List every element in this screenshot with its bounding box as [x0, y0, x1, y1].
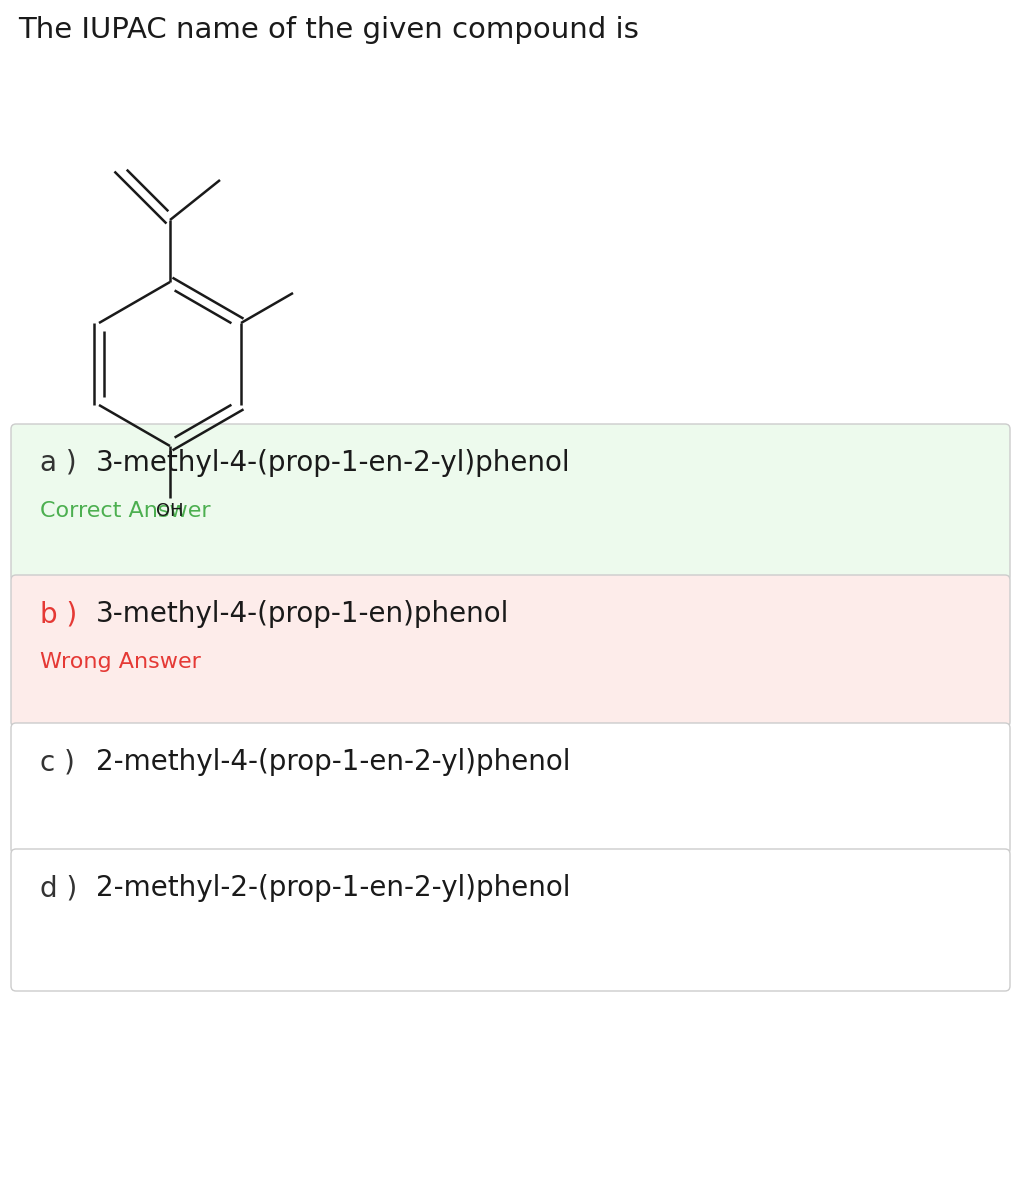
Text: 3-methyl-4-(prop-1-en-2-yl)phenol: 3-methyl-4-(prop-1-en-2-yl)phenol: [96, 449, 570, 477]
Text: b ): b ): [40, 600, 77, 628]
Text: d ): d ): [40, 874, 77, 902]
FancyBboxPatch shape: [11, 849, 1010, 991]
FancyBboxPatch shape: [11, 722, 1010, 854]
FancyBboxPatch shape: [11, 576, 1010, 727]
Text: Correct Answer: Correct Answer: [40, 501, 211, 521]
Text: Wrong Answer: Wrong Answer: [40, 653, 201, 672]
Text: a ): a ): [40, 449, 77, 477]
Text: 2-methyl-4-(prop-1-en-2-yl)phenol: 2-methyl-4-(prop-1-en-2-yl)phenol: [96, 748, 570, 777]
Text: 3-methyl-4-(prop-1-en)phenol: 3-methyl-4-(prop-1-en)phenol: [96, 600, 509, 628]
Text: 2-methyl-2-(prop-1-en-2-yl)phenol: 2-methyl-2-(prop-1-en-2-yl)phenol: [96, 874, 570, 902]
Text: The IUPAC name of the given compound is: The IUPAC name of the given compound is: [18, 16, 639, 45]
Text: c ): c ): [40, 748, 75, 777]
FancyBboxPatch shape: [11, 424, 1010, 582]
Text: OH: OH: [156, 502, 183, 520]
